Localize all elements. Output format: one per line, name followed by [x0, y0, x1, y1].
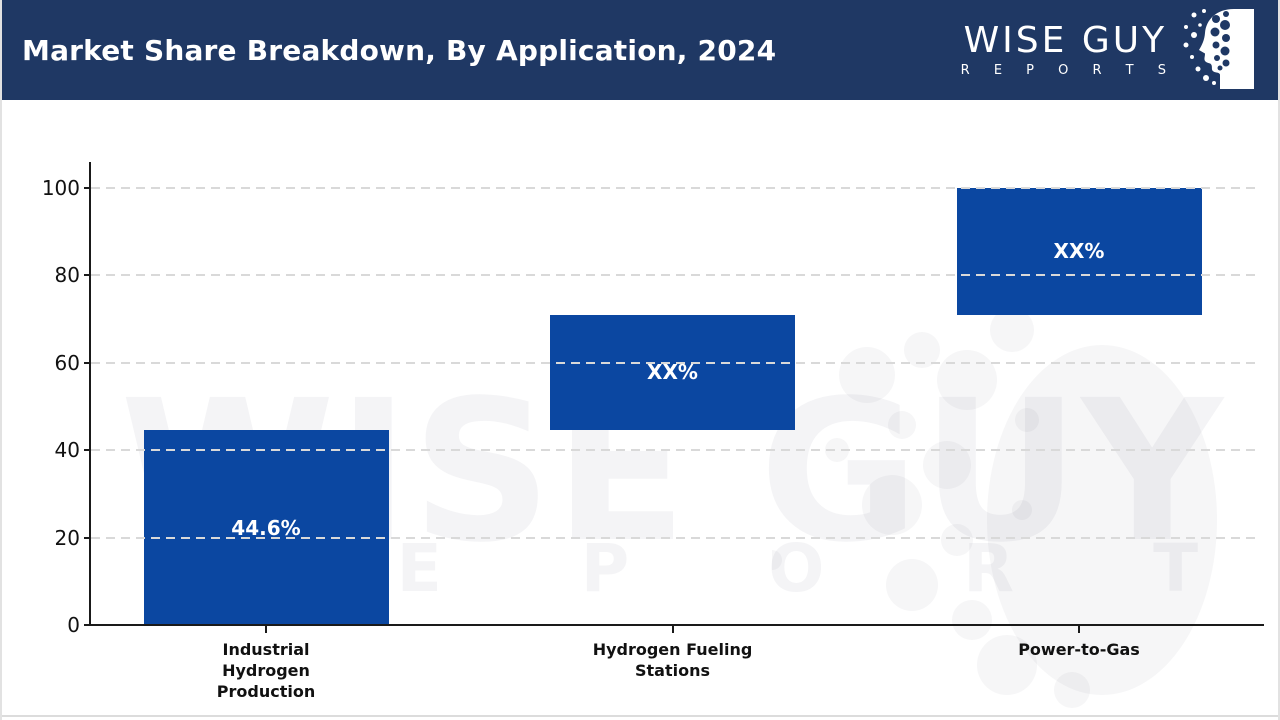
category-label-line: Industrial — [222, 640, 310, 659]
waterfall-bar: XX% — [956, 188, 1202, 315]
waterfall-bar: XX% — [550, 314, 795, 431]
chart-title: Market Share Breakdown, By Application, … — [22, 33, 777, 67]
category-label: Power-to-Gas — [1018, 640, 1140, 661]
y-tick-mark — [84, 274, 90, 277]
y-tick-label: 20 — [54, 525, 80, 550]
y-tick-mark — [84, 449, 90, 452]
y-tick-mark — [84, 624, 90, 626]
category-label-line: Power-to-Gas — [1018, 640, 1140, 659]
gridline — [91, 361, 1255, 364]
y-axis-line — [89, 162, 91, 626]
logo-subtitle: R E P O R T S — [960, 62, 1176, 78]
bar-value-label: XX% — [647, 360, 698, 385]
gridline — [91, 449, 1255, 452]
bar-value-label: 44.6% — [231, 515, 301, 540]
gridline — [91, 536, 1255, 539]
bar-value-label: XX% — [1053, 239, 1105, 264]
bottom-divider — [2, 715, 1278, 717]
category-label-line: Stations — [634, 660, 711, 680]
y-tick-mark — [84, 187, 90, 189]
x-tick-mark — [1078, 626, 1080, 633]
y-tick-mark — [84, 361, 90, 364]
y-tick-label: 40 — [54, 438, 80, 463]
header-bar: Market Share Breakdown, By Application, … — [2, 0, 1278, 100]
y-tick-label: 60 — [54, 350, 80, 375]
category-label-line: Hydrogen Fueling — [592, 640, 753, 659]
category-label-line: Production — [216, 681, 316, 701]
wise-guy-logo: WISE GUY R E P O R T S — [955, 5, 1262, 95]
chart-plot-area: WISE GUY R E P O R T S 02040608010044.6%… — [2, 100, 1278, 720]
waterfall-bar: 44.6% — [143, 430, 389, 625]
watermark-face-icon — [762, 210, 1272, 714]
face-profile-icon — [1178, 5, 1262, 95]
y-tick-mark — [84, 536, 90, 539]
logo-text: WISE GUY R E P O R T S — [955, 19, 1176, 78]
category-label: Industrial Hydrogen Production — [217, 640, 315, 702]
y-tick-label: 80 — [54, 263, 80, 288]
gridline — [91, 187, 1255, 189]
gridline — [91, 274, 1255, 277]
x-tick-mark — [671, 626, 674, 633]
category-label: Hydrogen Fueling Stations — [593, 640, 753, 682]
x-axis-line — [89, 624, 1264, 626]
logo-wordmark: WISE GUY — [963, 19, 1168, 61]
y-tick-label: 0 — [67, 613, 80, 637]
y-tick-label: 100 — [41, 176, 80, 200]
category-label-line: Hydrogen — [222, 660, 310, 680]
x-tick-mark — [265, 626, 267, 633]
